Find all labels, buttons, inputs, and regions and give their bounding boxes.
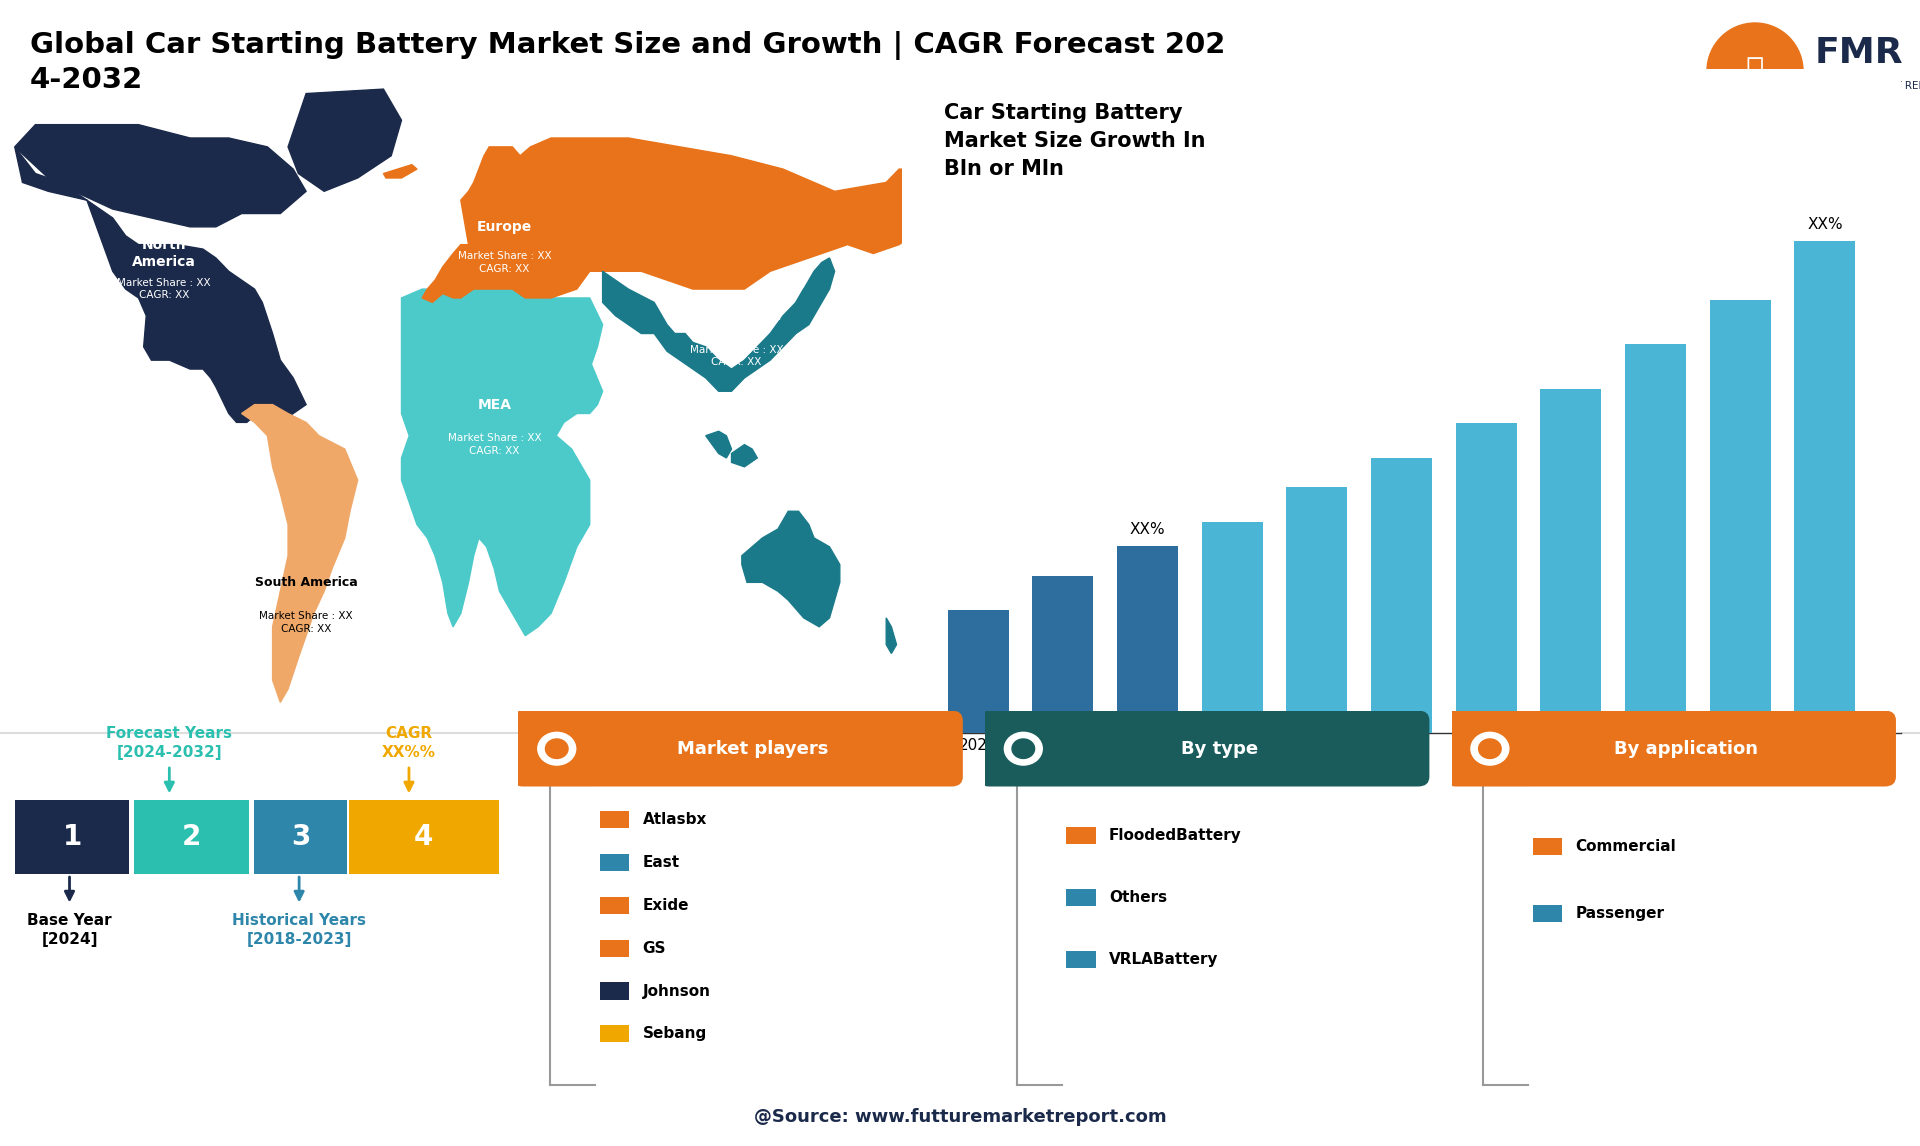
FancyBboxPatch shape	[977, 711, 1428, 786]
Bar	[1624, 345, 1686, 733]
Bar	[1711, 300, 1770, 733]
Text: MEA: MEA	[478, 398, 511, 411]
Polygon shape	[887, 618, 897, 653]
FancyBboxPatch shape	[1532, 839, 1563, 855]
Polygon shape	[603, 258, 835, 391]
Text: Sebang: Sebang	[643, 1027, 707, 1042]
Text: Exide: Exide	[643, 897, 689, 913]
Text: Car Starting Battery
Market Size Growth In
Bln or Mln: Car Starting Battery Market Size Growth …	[945, 103, 1206, 179]
Text: FMR: FMR	[1814, 36, 1903, 70]
FancyBboxPatch shape	[599, 1026, 630, 1043]
Text: Commercial: Commercial	[1576, 839, 1676, 855]
Text: Historical Years
[2018-2023]: Historical Years [2018-2023]	[232, 913, 367, 947]
Text: FloodedBattery: FloodedBattery	[1110, 827, 1242, 842]
Text: Johnson: Johnson	[643, 983, 710, 998]
Polygon shape	[242, 405, 357, 702]
Text: GS: GS	[643, 941, 666, 956]
Bar	[1540, 388, 1601, 733]
FancyBboxPatch shape	[1066, 951, 1096, 968]
Text: 1: 1	[61, 823, 83, 851]
FancyBboxPatch shape	[349, 800, 499, 874]
Text: Forecast Years
[2024-2032]: Forecast Years [2024-2032]	[106, 727, 232, 760]
Polygon shape	[384, 165, 417, 178]
FancyBboxPatch shape	[1444, 711, 1895, 786]
FancyBboxPatch shape	[1532, 904, 1563, 921]
Polygon shape	[422, 156, 589, 303]
Circle shape	[545, 739, 568, 759]
Text: Asia Pacific: Asia Pacific	[691, 308, 781, 323]
Circle shape	[1004, 732, 1043, 766]
Circle shape	[1012, 739, 1035, 759]
Bar	[1455, 423, 1517, 733]
FancyBboxPatch shape	[1066, 889, 1096, 906]
Text: Others: Others	[1110, 890, 1167, 905]
Text: 4: 4	[415, 823, 434, 851]
Text: Market Share : XX
CAGR: XX: Market Share : XX CAGR: XX	[447, 433, 541, 456]
Polygon shape	[15, 125, 305, 227]
Text: Market Share : XX
CAGR: XX: Market Share : XX CAGR: XX	[457, 251, 551, 274]
Bar	[1033, 576, 1092, 733]
Text: Market players: Market players	[678, 739, 829, 758]
FancyBboxPatch shape	[599, 811, 630, 829]
FancyBboxPatch shape	[599, 940, 630, 957]
Text: South America: South America	[255, 575, 357, 589]
Text: Passenger: Passenger	[1576, 905, 1665, 920]
Text: 4-2032: 4-2032	[31, 66, 144, 94]
FancyBboxPatch shape	[599, 897, 630, 913]
Circle shape	[1478, 739, 1501, 759]
FancyBboxPatch shape	[599, 854, 630, 871]
Polygon shape	[15, 147, 305, 423]
Polygon shape	[732, 445, 756, 466]
Text: CAGR
XX%%: CAGR XX%%	[382, 727, 436, 760]
Polygon shape	[783, 289, 808, 329]
Bar	[1286, 487, 1348, 733]
Text: Market Share : XX
CAGR: XX: Market Share : XX CAGR: XX	[259, 611, 353, 634]
Circle shape	[1471, 732, 1509, 766]
FancyBboxPatch shape	[1066, 826, 1096, 843]
Text: XX%: XX%	[1129, 523, 1165, 537]
Text: Europe: Europe	[476, 220, 532, 234]
Bar	[1371, 457, 1432, 733]
Circle shape	[538, 732, 576, 766]
Polygon shape	[401, 289, 603, 636]
Text: Base Year
[2024]: Base Year [2024]	[27, 913, 111, 947]
Text: 2: 2	[182, 823, 202, 851]
Text: 3: 3	[290, 823, 309, 851]
Polygon shape	[461, 147, 520, 244]
Bar	[1117, 547, 1179, 733]
FancyBboxPatch shape	[134, 800, 250, 874]
Text: VRLABattery: VRLABattery	[1110, 952, 1219, 967]
Text: Global Car Starting Battery Market Size and Growth | CAGR Forecast 202: Global Car Starting Battery Market Size …	[31, 31, 1225, 60]
Polygon shape	[288, 89, 401, 191]
Text: Atlasbx: Atlasbx	[643, 813, 707, 827]
Text: 🏃: 🏃	[1745, 56, 1764, 86]
Polygon shape	[707, 431, 732, 458]
Bar	[948, 611, 1008, 733]
Text: FUTURE MARKET REPORT: FUTURE MARKET REPORT	[1814, 81, 1920, 91]
Text: By type: By type	[1181, 739, 1258, 758]
Polygon shape	[520, 138, 912, 289]
Text: East: East	[643, 855, 680, 870]
Polygon shape	[541, 324, 603, 414]
Polygon shape	[741, 511, 839, 627]
FancyBboxPatch shape	[599, 982, 630, 999]
FancyBboxPatch shape	[15, 800, 129, 874]
Bar	[1795, 241, 1855, 733]
Text: XX%: XX%	[1807, 218, 1843, 233]
Text: North
America: North America	[132, 238, 196, 269]
Circle shape	[1707, 23, 1803, 119]
Text: Market Share : XX
CAGR: XX: Market Share : XX CAGR: XX	[689, 345, 783, 367]
FancyBboxPatch shape	[511, 711, 962, 786]
Text: @Source: www.futturemarketreport.com: @Source: www.futturemarketreport.com	[755, 1108, 1165, 1127]
Text: By application: By application	[1615, 739, 1759, 758]
Text: Market Share : XX
CAGR: XX: Market Share : XX CAGR: XX	[117, 277, 211, 300]
Bar	[1202, 521, 1263, 733]
FancyBboxPatch shape	[253, 800, 348, 874]
